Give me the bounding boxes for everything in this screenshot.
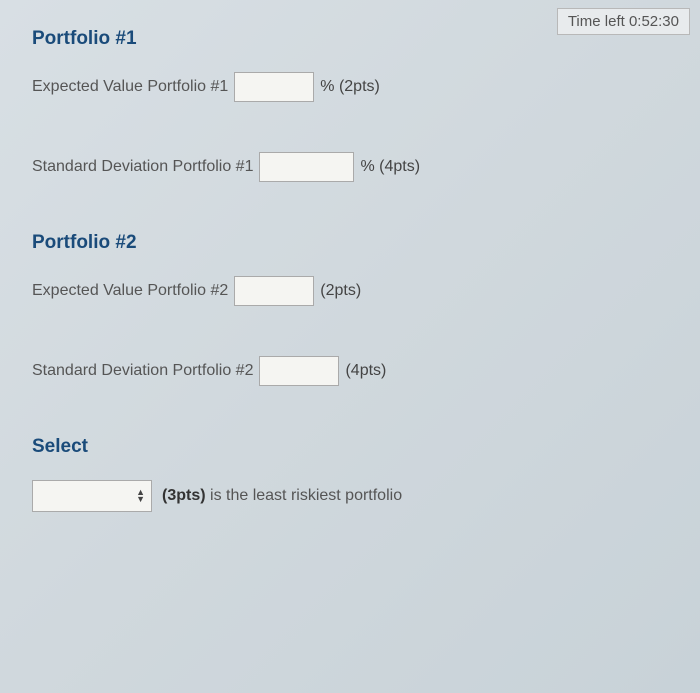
portfolio2-heading: Portfolio #2	[32, 232, 668, 254]
portfolio1-stddev-label: Standard Deviation Portfolio #1	[32, 158, 253, 176]
portfolio1-expected-suffix: % (2pts)	[320, 78, 380, 96]
portfolio2-stddev-label: Standard Deviation Portfolio #2	[32, 362, 253, 380]
portfolio-select-dropdown[interactable]: ▲ ▼	[32, 480, 152, 512]
portfolio2-stddev-row: Standard Deviation Portfolio #2 (4pts)	[32, 356, 668, 386]
portfolio2-expected-label: Expected Value Portfolio #2	[32, 282, 228, 300]
portfolio1-stddev-row: Standard Deviation Portfolio #1 % (4pts)	[32, 152, 668, 182]
select-heading: Select	[32, 436, 668, 458]
portfolio2-stddev-suffix: (4pts)	[345, 362, 386, 380]
portfolio2-expected-input[interactable]	[234, 276, 314, 306]
portfolio2-expected-row: Expected Value Portfolio #2 (2pts)	[32, 276, 668, 306]
timer-label: Time left 0:52:30	[568, 13, 679, 30]
updown-icon: ▲ ▼	[136, 489, 145, 503]
portfolio1-expected-input[interactable]	[234, 72, 314, 102]
portfolio2-expected-suffix: (2pts)	[320, 282, 361, 300]
portfolio2-stddev-input[interactable]	[259, 356, 339, 386]
portfolio1-stddev-suffix: % (4pts)	[360, 158, 420, 176]
portfolio1-expected-row: Expected Value Portfolio #1 % (2pts)	[32, 72, 668, 102]
portfolio1-stddev-input[interactable]	[259, 152, 354, 182]
select-row: ▲ ▼ (3pts) is the least riskiest portfol…	[32, 480, 668, 512]
select-points: (3pts) is the least riskiest portfolio	[162, 487, 402, 505]
timer-box: Time left 0:52:30	[557, 8, 690, 35]
portfolio1-expected-label: Expected Value Portfolio #1	[32, 78, 228, 96]
